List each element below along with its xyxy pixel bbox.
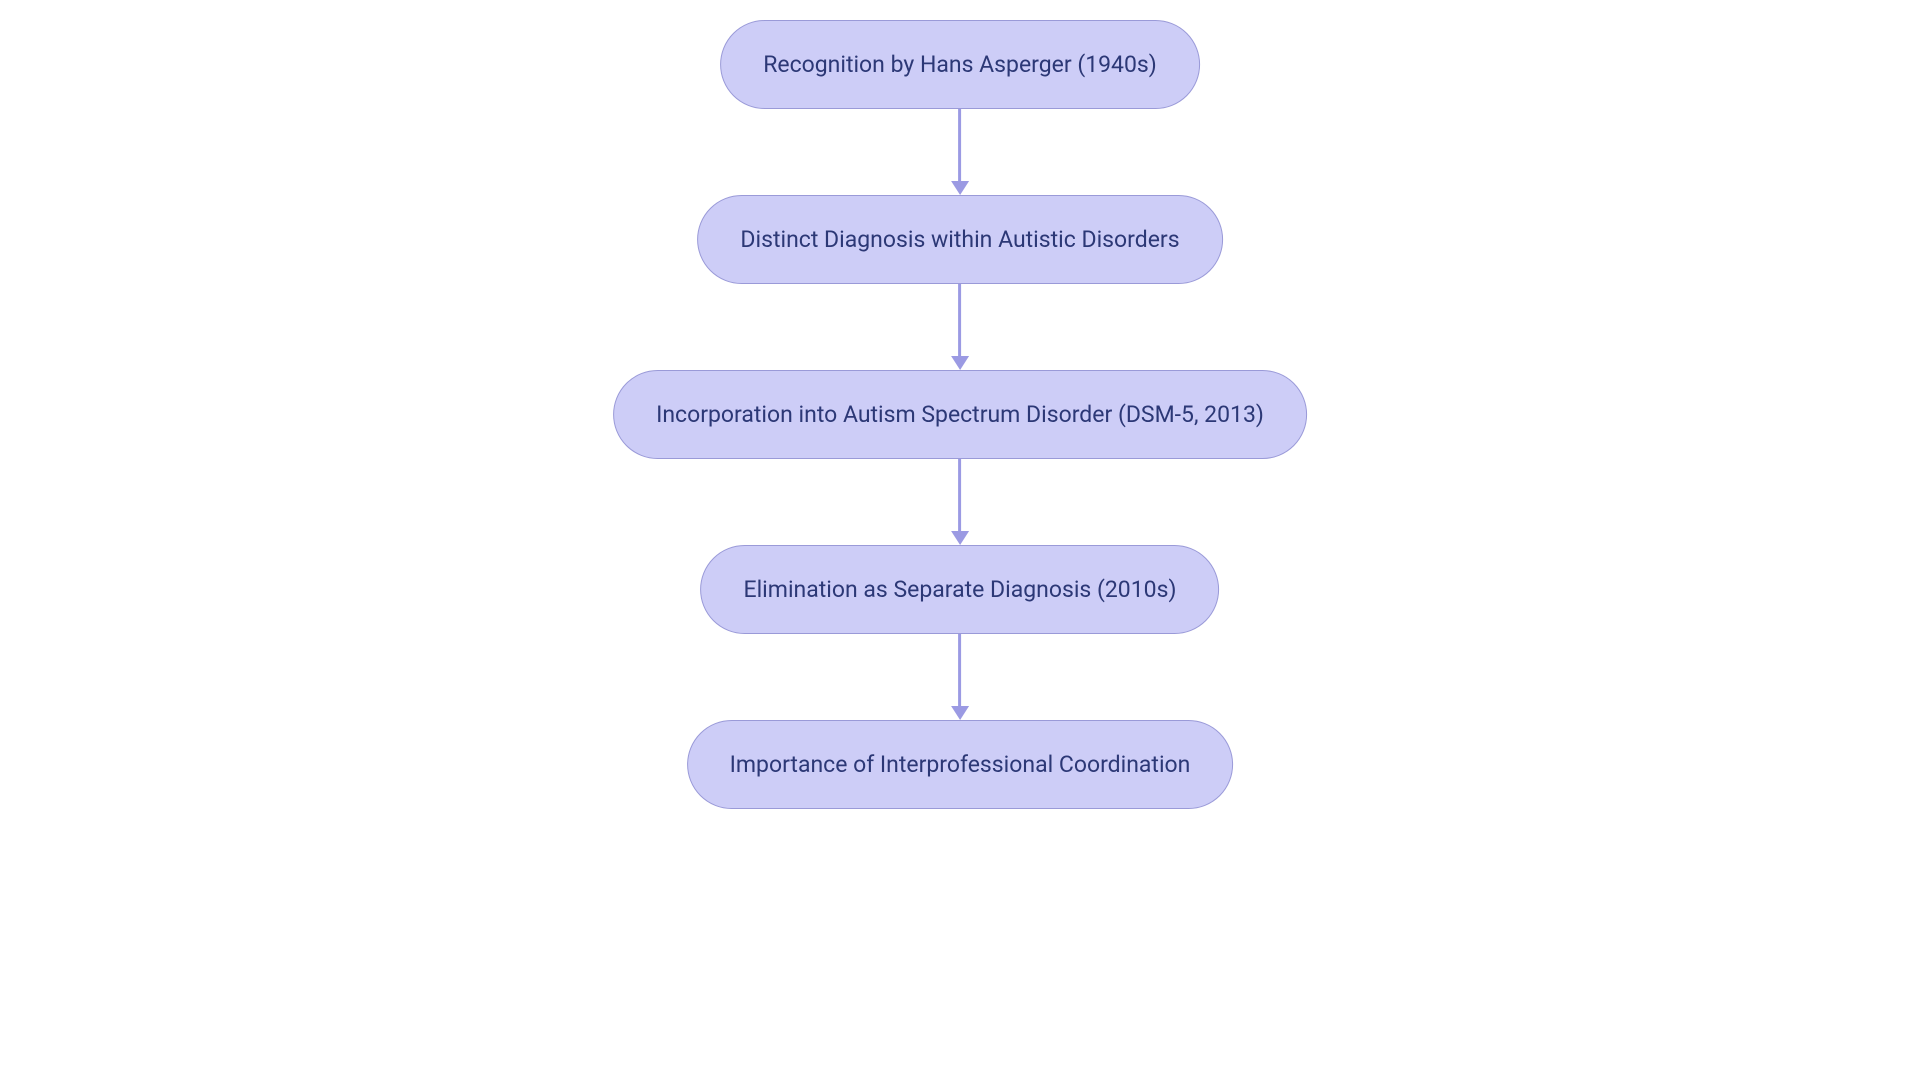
arrow-head-icon bbox=[951, 531, 969, 545]
flowchart-arrow bbox=[958, 459, 962, 545]
arrow-line bbox=[959, 634, 962, 706]
flowchart-node: Incorporation into Autism Spectrum Disor… bbox=[613, 370, 1307, 459]
arrow-line bbox=[959, 284, 962, 356]
flowchart-node: Recognition by Hans Asperger (1940s) bbox=[720, 20, 1200, 109]
flowchart-node: Elimination as Separate Diagnosis (2010s… bbox=[701, 545, 1220, 634]
flowchart-arrow bbox=[958, 284, 962, 370]
arrow-head-icon bbox=[951, 706, 969, 720]
flowchart-arrow bbox=[958, 109, 962, 195]
flowchart-node: Distinct Diagnosis within Autistic Disor… bbox=[697, 195, 1222, 284]
arrow-line bbox=[959, 459, 962, 531]
arrow-head-icon bbox=[951, 181, 969, 195]
flowchart-arrow bbox=[958, 634, 962, 720]
flowchart-node: Importance of Interprofessional Coordina… bbox=[687, 720, 1234, 809]
flowchart-container: Recognition by Hans Asperger (1940s) Dis… bbox=[613, 20, 1307, 809]
arrow-head-icon bbox=[951, 356, 969, 370]
arrow-line bbox=[959, 109, 962, 181]
